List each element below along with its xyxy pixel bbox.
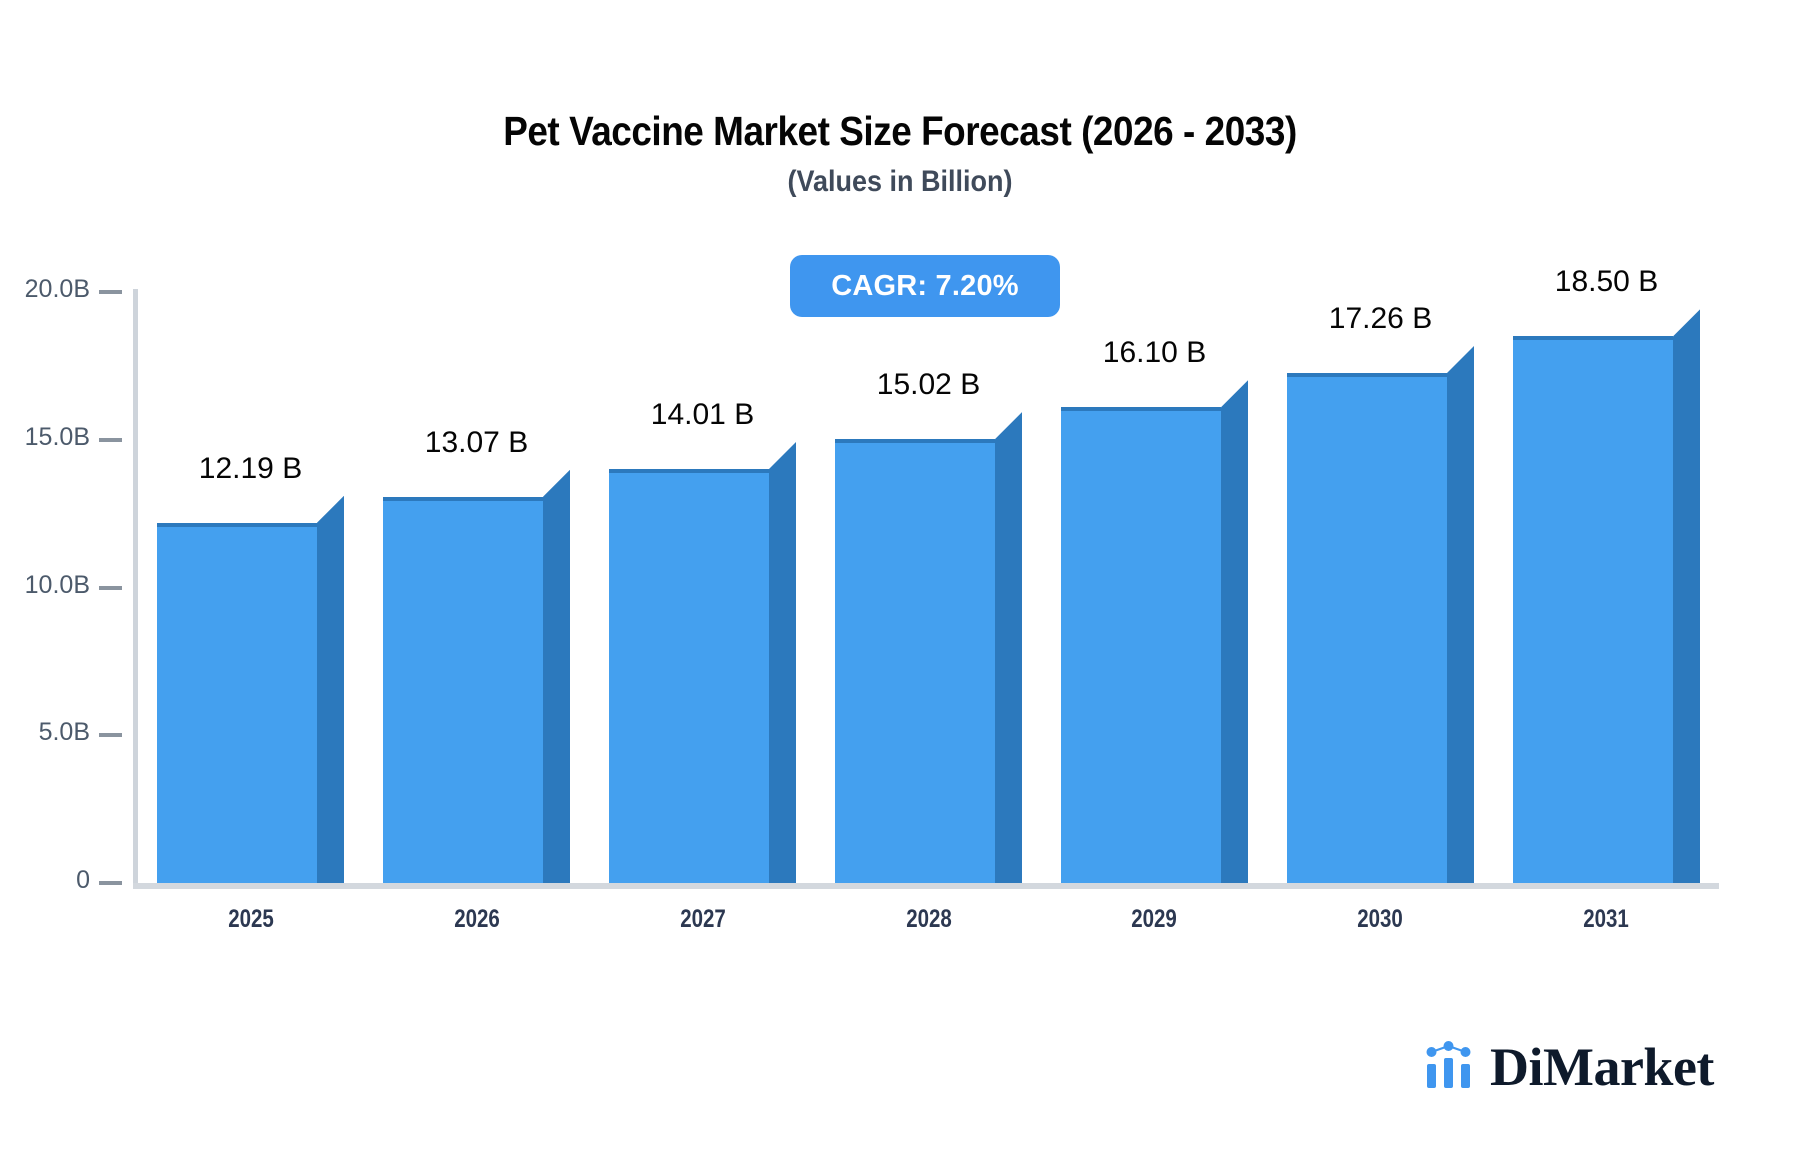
bar-top-edge (835, 439, 995, 444)
bar-front-face (1061, 407, 1221, 883)
y-axis-tick-mark (99, 585, 122, 590)
bar-2031[interactable] (1513, 309, 1700, 883)
bar-top-edge (1061, 407, 1221, 412)
bar-2029[interactable] (1061, 380, 1248, 883)
y-axis-tick-mark (99, 733, 122, 738)
bar-value-label: 14.01 B (650, 398, 755, 431)
x-axis-line (133, 883, 1719, 889)
x-axis-tick-label-2030: 2030 (1357, 905, 1404, 933)
cagr-badge: CAGR: 7.20% (790, 255, 1060, 317)
bar-front-face (157, 522, 317, 883)
x-axis-tick-label-2025: 2025 (228, 905, 274, 933)
bar-side-face (769, 442, 796, 883)
y-axis-line (133, 289, 138, 883)
bar-value-label: 12.19 B (198, 451, 303, 485)
bar-front-face (609, 469, 769, 883)
x-axis-tick-label-2028: 2028 (905, 905, 952, 933)
x-axis-tick-label-2027: 2027 (679, 905, 726, 933)
bar-top-edge (383, 496, 543, 501)
cagr-badge-label: CAGR: 7.20% (831, 269, 1019, 302)
bar-side-face (1673, 309, 1700, 883)
bar-side-face (1447, 345, 1474, 883)
page-title: Pet Vaccine Market Size Forecast (2026 -… (503, 108, 1297, 154)
bar-side-face (1221, 380, 1248, 883)
brand-logo-text: DiMarket (1490, 1036, 1714, 1097)
bar-2030[interactable] (1287, 345, 1474, 883)
y-axis-tick-label: 15.0B (24, 422, 90, 451)
bar-chart-logo-icon (1424, 1038, 1476, 1095)
bar-2025[interactable] (157, 495, 344, 883)
bar-value-label: 16.10 B (1102, 336, 1207, 370)
bar-value-label: 13.07 B (424, 425, 529, 459)
chart-subtitle: (Values in Billion) (787, 165, 1013, 198)
bar-side-face (317, 495, 344, 883)
y-axis-tick-label: 5.0B (38, 718, 90, 747)
bar-top-edge (1287, 372, 1447, 377)
y-axis-tick-mark (99, 437, 122, 442)
bar-value-label: 17.26 B (1328, 301, 1433, 335)
y-axis-tick-mark (99, 290, 122, 294)
bar-2027[interactable] (609, 442, 796, 883)
bar-top-edge (157, 522, 317, 527)
bar-front-face (383, 496, 543, 883)
x-axis-tick-label-2029: 2029 (1131, 905, 1178, 933)
bar-top-edge (1513, 336, 1673, 341)
bar-front-face (1287, 372, 1447, 883)
bar-side-face (995, 412, 1022, 883)
bar-2026[interactable] (383, 469, 570, 883)
y-axis-tick-label: 10.0B (24, 570, 90, 599)
bar-side-face (543, 469, 570, 883)
brand-logo: DiMarket (1424, 1038, 1714, 1095)
x-axis-tick-label-2026: 2026 (453, 905, 500, 933)
x-axis-tick-label-2031: 2031 (1583, 905, 1629, 933)
bar-value-label: 15.02 B (876, 368, 981, 402)
bar-2028[interactable] (835, 412, 1022, 883)
y-axis-tick-mark (99, 881, 122, 885)
bar-front-face (1513, 336, 1673, 883)
y-axis-tick-label: 0 (76, 866, 90, 894)
bar-value-label: 18.50 B (1554, 265, 1659, 299)
y-axis-tick-label: 20.0B (24, 275, 90, 303)
bar-top-edge (609, 469, 769, 473)
bar-front-face (835, 439, 995, 883)
